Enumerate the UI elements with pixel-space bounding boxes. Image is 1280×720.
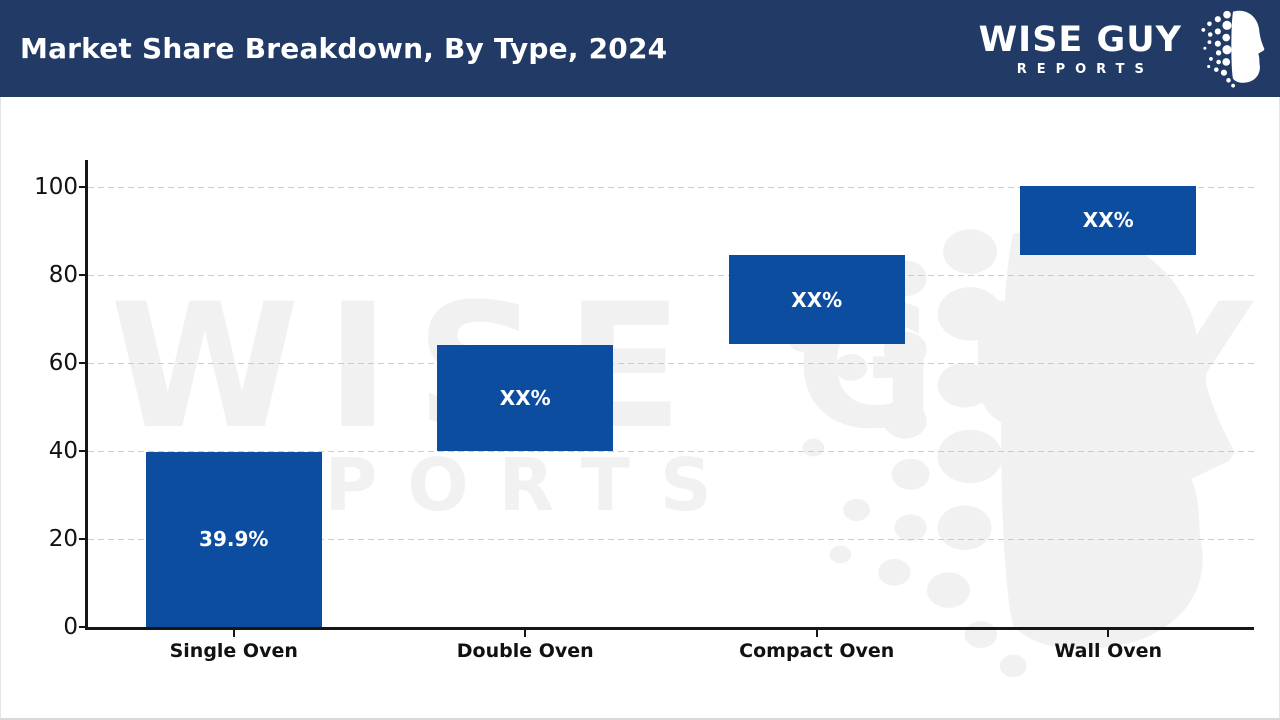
page-title: Market Share Breakdown, By Type, 2024 bbox=[20, 32, 668, 65]
y-tick-label-40: 40 bbox=[48, 438, 78, 465]
y-tick-label-20: 20 bbox=[48, 526, 78, 553]
y-tick-mark-60 bbox=[79, 362, 85, 365]
y-tick-label-80: 80 bbox=[48, 262, 78, 289]
x-tick-mark-double-oven bbox=[524, 629, 527, 637]
bar-value-label: XX% bbox=[499, 385, 551, 410]
x-tick-mark-compact-oven bbox=[815, 629, 818, 637]
y-tick-mark-40 bbox=[79, 450, 85, 453]
y-tick-label-100: 100 bbox=[34, 174, 78, 201]
dotted-head-profile-icon bbox=[1201, 10, 1265, 88]
y-tick-mark-20 bbox=[79, 538, 85, 541]
page-border-left bbox=[0, 97, 1, 720]
x-category-label-single-oven: Single Oven bbox=[169, 640, 298, 662]
bar-compact-oven: XX% bbox=[728, 255, 905, 344]
bar-value-label: XX% bbox=[791, 287, 843, 312]
gridline-80 bbox=[88, 274, 1254, 276]
bar-double-oven: XX% bbox=[437, 344, 614, 451]
bar-value-label: 39.9% bbox=[199, 527, 269, 552]
x-axis-spine bbox=[85, 627, 1254, 630]
gridline-20 bbox=[88, 538, 1254, 540]
x-tick-mark-single-oven bbox=[232, 629, 235, 637]
y-tick-mark-80 bbox=[79, 274, 85, 277]
plot-area: 39.9% XX% XX% XX% bbox=[88, 163, 1254, 627]
y-tick-mark-0 bbox=[79, 626, 85, 628]
brand-name: WISE GUY bbox=[978, 19, 1182, 60]
y-tick-label-0: 0 bbox=[63, 614, 78, 640]
brand-subtitle: REPORTS bbox=[1016, 61, 1154, 77]
brand-logo: WISE GUY REPORTS bbox=[979, 7, 1266, 91]
y-axis-spine bbox=[85, 160, 88, 627]
x-category-label-wall-oven: Wall Oven bbox=[1054, 640, 1163, 662]
brand-wordmark: WISE GUY REPORTS bbox=[978, 19, 1182, 77]
header-banner: Market Share Breakdown, By Type, 2024 WI… bbox=[0, 0, 1280, 97]
bar-wall-oven: XX% bbox=[1020, 185, 1197, 255]
gridline-100 bbox=[88, 186, 1254, 188]
y-tick-mark-100 bbox=[79, 186, 85, 189]
bar-value-label: XX% bbox=[1082, 208, 1134, 233]
x-category-label-double-oven: Double Oven bbox=[456, 640, 594, 662]
chart-area: WISE GUY REPORTS 39.9% XX% XX% XX% 0 20 40 60 8… bbox=[0, 97, 1280, 720]
gridline-60 bbox=[88, 362, 1254, 364]
x-category-label-compact-oven: Compact Oven bbox=[739, 640, 895, 662]
page-border-bottom bbox=[0, 718, 1280, 720]
bar-single-oven: 39.9% bbox=[145, 451, 322, 627]
y-tick-label-60: 60 bbox=[48, 350, 78, 377]
gridline-40 bbox=[88, 450, 1254, 452]
x-tick-mark-wall-oven bbox=[1107, 629, 1110, 637]
